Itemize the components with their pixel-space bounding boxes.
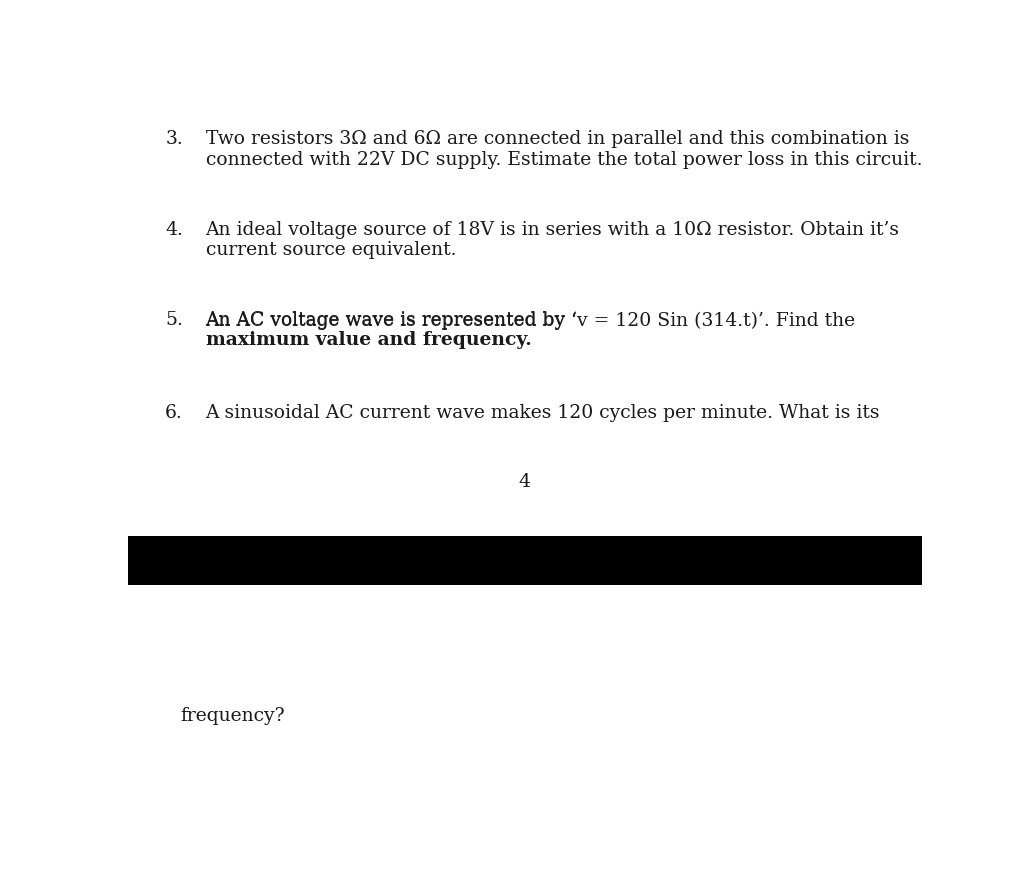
Text: 3.: 3.	[165, 131, 183, 148]
Text: 5.: 5.	[165, 311, 183, 329]
Text: An ideal voltage source of 18V is in series with a 10Ω resistor. Obtain it’s: An ideal voltage source of 18V is in ser…	[206, 221, 899, 239]
Text: maximum value and frequency.: maximum value and frequency.	[206, 331, 531, 349]
Text: An AC voltage wave is represented by ‘: An AC voltage wave is represented by ‘	[206, 311, 578, 329]
Text: connected with 22V DC supply. Estimate the total power loss in this circuit.: connected with 22V DC supply. Estimate t…	[206, 150, 922, 168]
Text: Two resistors 3Ω and 6Ω are connected in parallel and this combination is: Two resistors 3Ω and 6Ω are connected in…	[206, 131, 909, 148]
Bar	[128, 536, 922, 586]
Text: frequency?: frequency?	[180, 706, 286, 724]
Text: current source equivalent.: current source equivalent.	[206, 241, 456, 259]
Text: An AC voltage wave is represented by ‘v = 120 Sin (314.t)’. Find the: An AC voltage wave is represented by ‘v …	[206, 311, 856, 329]
Text: 4.: 4.	[165, 221, 183, 239]
Text: 6.: 6.	[165, 403, 183, 421]
Text: A sinusoidal AC current wave makes 120 cycles per minute. What is its: A sinusoidal AC current wave makes 120 c…	[206, 403, 880, 421]
Text: 4: 4	[519, 473, 530, 491]
